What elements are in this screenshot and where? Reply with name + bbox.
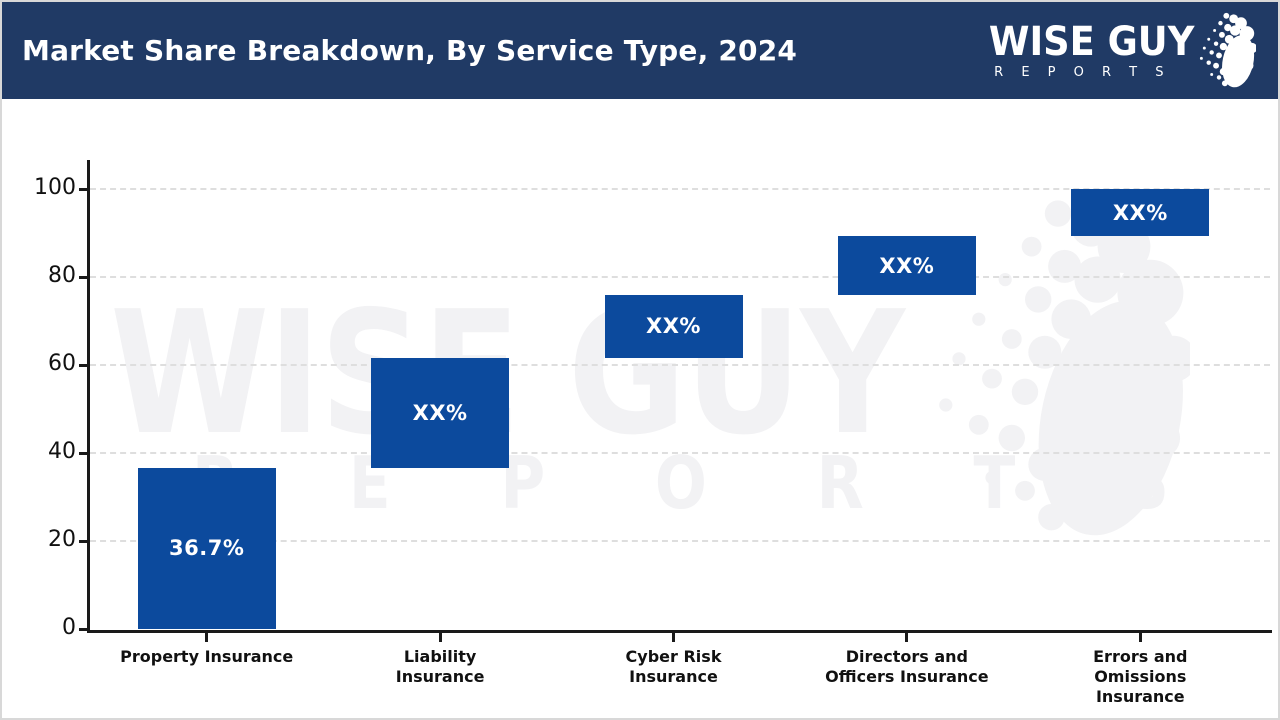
x-category-label-2: Liability Insurance [395,647,485,686]
y-tick-label-60: 60 [48,351,76,376]
logo-text: WISE GUY R E P O R T S [971,22,1194,80]
y-tick-mark-0 [79,628,87,631]
gridline-80 [90,276,1270,278]
wise-guy-logo: WISE GUY R E P O R T S [971,7,1256,95]
y-tick-mark-80 [79,276,87,279]
logo-subtitle: R E P O R T S [994,64,1171,80]
header-bar: Market Share Breakdown, By Service Type,… [2,2,1278,99]
y-tick-mark-20 [79,540,87,543]
y-tick-label-20: 20 [48,527,76,552]
bar-value-label-5: XX% [1112,200,1168,225]
y-tick-mark-40 [79,452,87,455]
bar-value-label-4: XX% [879,253,935,278]
x-tick-mark-4 [905,633,909,642]
logo-face-icon [1199,12,1256,87]
bar-value-label-3: XX% [646,314,701,339]
waterfall-bar-2: XX% [371,357,510,468]
x-tick-mark-3 [672,633,675,642]
x-category-label-5: Errors and Omissions Insurance [1093,647,1188,706]
gridline-40 [90,452,1270,454]
y-tick-mark-60 [79,364,87,367]
bar-value-label-2: XX% [412,400,468,425]
x-tick-mark-5 [1138,633,1142,642]
y-axis-line [87,160,90,633]
x-axis-line [87,630,1272,633]
y-tick-mark-100 [79,188,87,191]
gridline-60 [90,364,1270,366]
watermark-subtitle: R E P O R T S [192,441,1214,525]
y-tick-label-0: 0 [62,615,76,640]
x-tick-mark-2 [438,633,442,642]
chart-title: Market Share Breakdown, By Service Type,… [22,34,798,67]
x-category-label-4: Directors and Officers Insurance [825,647,989,686]
x-tick-mark-1 [205,633,209,642]
gridline-100 [90,188,1270,190]
gridline-20 [90,540,1270,542]
y-tick-label-40: 40 [48,439,76,464]
x-category-label-3: Cyber Risk Insurance [625,647,722,686]
waterfall-bar-3: XX% [604,295,743,358]
x-category-label-1: Property Insurance [120,647,294,666]
waterfall-bar-5: XX% [1071,189,1210,237]
chart-area: WISE GUY R E P O R T S 0 20 40 60 80 100 36.7%… [2,99,1278,718]
waterfall-bar-4: XX% [837,236,976,296]
y-tick-label-100: 100 [34,175,76,200]
bar-value-label-1: 36.7% [169,536,245,561]
y-tick-label-80: 80 [48,263,76,288]
waterfall-bar-1: 36.7% [137,467,276,629]
logo-wordmark: WISE GUY [988,18,1194,65]
watermark-face-icon [939,200,1190,536]
